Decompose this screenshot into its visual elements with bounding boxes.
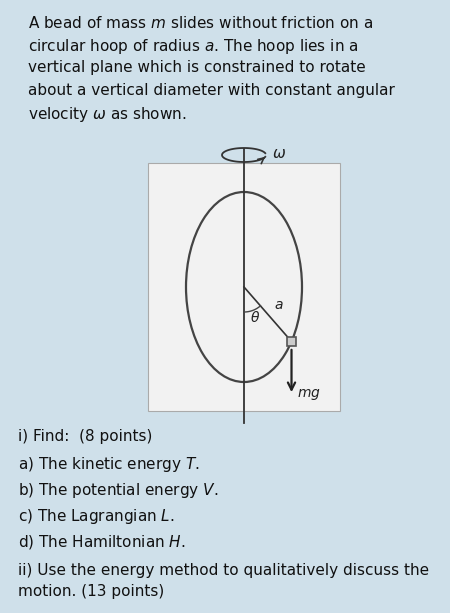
Text: c) The Lagrangian $L$.: c) The Lagrangian $L$.	[18, 507, 175, 526]
Text: a) The kinetic energy $T$.: a) The kinetic energy $T$.	[18, 455, 200, 474]
Text: about a vertical diameter with constant angular: about a vertical diameter with constant …	[28, 83, 395, 97]
Text: $a$: $a$	[274, 298, 284, 312]
Text: $\theta$: $\theta$	[250, 310, 260, 325]
Text: i) Find:  (8 points): i) Find: (8 points)	[18, 429, 153, 444]
FancyBboxPatch shape	[287, 337, 296, 346]
Text: vertical plane which is constrained to rotate: vertical plane which is constrained to r…	[28, 60, 366, 75]
Text: b) The potential energy $V$.: b) The potential energy $V$.	[18, 481, 218, 500]
Text: velocity $\omega$ as shown.: velocity $\omega$ as shown.	[28, 105, 187, 124]
Text: ii) Use the energy method to qualitatively discuss the
motion. (13 points): ii) Use the energy method to qualitative…	[18, 563, 429, 599]
FancyBboxPatch shape	[148, 163, 340, 411]
Text: $\omega$: $\omega$	[272, 147, 286, 161]
Text: d) The Hamiltonian $H$.: d) The Hamiltonian $H$.	[18, 533, 185, 551]
Text: A bead of mass $m$ slides without friction on a: A bead of mass $m$ slides without fricti…	[28, 15, 373, 31]
Text: $mg$: $mg$	[297, 387, 320, 402]
Text: circular hoop of radius $a$. The hoop lies in a: circular hoop of radius $a$. The hoop li…	[28, 37, 359, 56]
